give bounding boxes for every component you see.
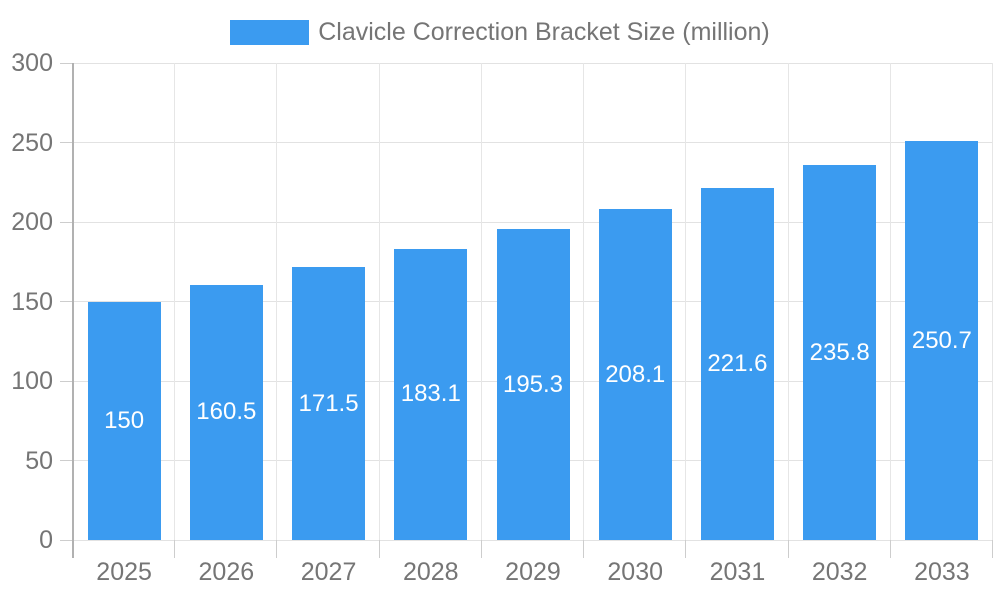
y-tick xyxy=(60,460,73,461)
x-tick xyxy=(992,540,993,558)
x-tick xyxy=(276,540,278,558)
legend[interactable]: Clavicle Correction Bracket Size (millio… xyxy=(0,20,1000,45)
x-gridline xyxy=(889,63,891,540)
x-tick-label: 2032 xyxy=(811,558,868,586)
y-tick-label: 100 xyxy=(11,367,53,395)
bar-2031[interactable]: 221.6 xyxy=(700,187,774,540)
x-tick-label: 2027 xyxy=(300,558,357,586)
bar-2026[interactable]: 160.5 xyxy=(189,284,263,540)
y-tick xyxy=(60,380,73,382)
bar-2028[interactable]: 183.1 xyxy=(394,248,468,540)
bar-value-label: 235.8 xyxy=(809,338,870,366)
bar-value-label: 171.5 xyxy=(298,389,359,417)
x-tick xyxy=(480,540,482,558)
x-tick xyxy=(378,540,380,558)
bar-value-label: 150 xyxy=(104,406,145,434)
x-gridline xyxy=(276,63,278,540)
x-gridline xyxy=(378,63,380,540)
y-gridline xyxy=(73,62,993,64)
bar-value-label: 183.1 xyxy=(400,380,461,408)
y-tick-label: 300 xyxy=(11,49,53,77)
y-tick xyxy=(60,142,73,143)
x-gridline xyxy=(583,63,585,540)
plot-area: 150 160.5 171.5 183.1 195.3 208.1 221.6 235.8 25… xyxy=(60,62,993,558)
bar-value-label: 195.3 xyxy=(502,370,564,398)
x-gridline xyxy=(480,63,482,540)
x-tick-label: 2033 xyxy=(914,558,970,586)
x-tick xyxy=(889,540,891,558)
y-gridline xyxy=(73,221,993,223)
x-tick xyxy=(787,540,789,558)
x-tick-label: 2026 xyxy=(198,558,255,586)
bar-value-label: 160.5 xyxy=(196,398,257,426)
x-tick xyxy=(583,540,585,558)
x-axis-labels: 2025 2026 2027 2028 2029 2030 2031 2032 2033 xyxy=(73,556,993,588)
y-tick xyxy=(60,539,73,541)
y-gridline xyxy=(73,539,993,541)
legend-label: Clavicle Correction Bracket Size (millio… xyxy=(318,18,770,46)
bar-2025[interactable]: 150 xyxy=(87,301,161,540)
y-tick xyxy=(60,221,73,223)
y-tick-label: 200 xyxy=(11,208,53,236)
x-gridline xyxy=(685,63,687,540)
x-tick-label: 2030 xyxy=(607,558,664,586)
x-gridline xyxy=(787,63,789,540)
x-gridline xyxy=(174,63,176,540)
y-tick-label: 50 xyxy=(25,446,53,475)
bar-2030[interactable]: 208.1 xyxy=(598,209,672,540)
bar-value-label: 250.7 xyxy=(911,326,972,354)
x-tick-label: 2025 xyxy=(96,558,152,586)
x-tick xyxy=(174,540,176,558)
legend-swatch xyxy=(230,20,310,45)
y-tick-label: 0 xyxy=(39,526,53,554)
y-gridline xyxy=(73,142,993,143)
y-axis-line xyxy=(72,63,74,558)
x-gridline xyxy=(992,63,993,540)
x-tick-label: 2028 xyxy=(402,558,459,586)
y-tick xyxy=(60,301,73,302)
bar-value-label: 221.6 xyxy=(707,349,768,377)
y-tick-label: 250 xyxy=(11,128,53,157)
bar-value-label: 208.1 xyxy=(605,360,666,388)
y-tick-label: 150 xyxy=(11,287,53,316)
bar-2033[interactable]: 250.7 xyxy=(905,141,979,540)
x-tick-label: 2029 xyxy=(505,558,561,586)
y-axis-labels: 0 50 100 150 200 250 300 xyxy=(0,0,53,600)
y-tick xyxy=(60,62,73,64)
x-tick xyxy=(685,540,687,558)
x-tick-label: 2031 xyxy=(709,558,766,586)
bar-2032[interactable]: 235.8 xyxy=(803,165,877,540)
bar-2027[interactable]: 171.5 xyxy=(292,267,366,540)
bar-2029[interactable]: 195.3 xyxy=(496,229,570,540)
